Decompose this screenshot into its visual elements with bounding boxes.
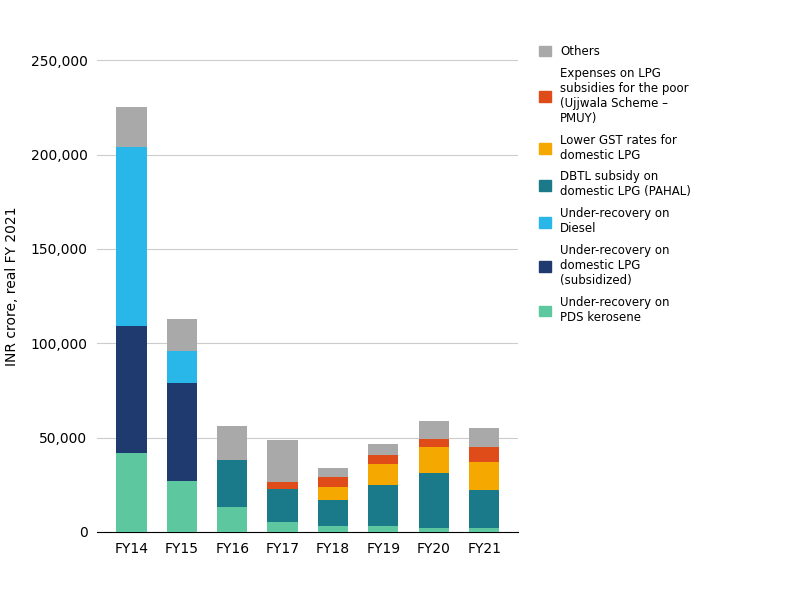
Bar: [318, 500, 348, 526]
Bar: [217, 507, 247, 532]
Bar: [267, 489, 298, 522]
Bar: [267, 522, 298, 532]
Bar: [369, 485, 399, 526]
Bar: [419, 447, 449, 473]
Bar: [217, 460, 247, 507]
Bar: [369, 444, 399, 456]
Bar: [117, 453, 147, 532]
Legend: Others, Expenses on LPG
subsidies for the poor
(Ujjwala Scheme –
PMUY), Lower GS: Others, Expenses on LPG subsidies for th…: [535, 41, 694, 327]
Bar: [419, 528, 449, 532]
Bar: [117, 326, 147, 453]
Bar: [369, 456, 399, 464]
Bar: [167, 351, 197, 383]
Bar: [369, 526, 399, 532]
Bar: [318, 486, 348, 500]
Bar: [469, 491, 499, 528]
Bar: [267, 440, 298, 482]
Bar: [318, 526, 348, 532]
Bar: [267, 482, 298, 489]
Bar: [117, 147, 147, 326]
Bar: [167, 383, 197, 481]
Bar: [469, 447, 499, 462]
Bar: [469, 462, 499, 491]
Bar: [469, 428, 499, 447]
Bar: [318, 467, 348, 477]
Bar: [318, 477, 348, 486]
Bar: [469, 528, 499, 532]
Bar: [217, 426, 247, 460]
Bar: [167, 319, 197, 351]
Y-axis label: INR crore, real FY 2021: INR crore, real FY 2021: [6, 207, 19, 366]
Bar: [419, 473, 449, 528]
Bar: [419, 440, 449, 447]
Bar: [419, 421, 449, 440]
Bar: [117, 108, 147, 147]
Bar: [167, 481, 197, 532]
Bar: [369, 464, 399, 485]
